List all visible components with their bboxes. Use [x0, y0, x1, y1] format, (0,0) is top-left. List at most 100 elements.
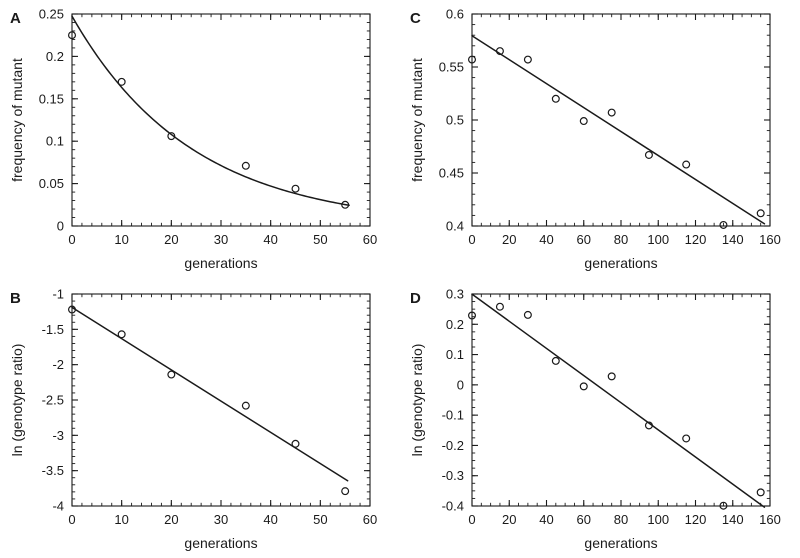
y-axis-minor-ticks [472, 13, 770, 227]
y-axis-ticks: 0.4 0.45 0.5 0.55 0.6 [439, 7, 770, 234]
x-tick-label: 40 [539, 232, 553, 247]
x-tick-label: 40 [539, 512, 553, 527]
y-tick-label: -0.2 [442, 438, 464, 453]
y-tick-label: 0.55 [439, 60, 464, 75]
data-point [291, 184, 300, 193]
axes-frame [71, 293, 371, 507]
x-tick-label: 0 [468, 232, 475, 247]
x-tick-label: 100 [647, 232, 669, 247]
x-tick-label: 60 [577, 512, 591, 527]
data-point [495, 302, 504, 311]
x-tick-label: 140 [722, 512, 744, 527]
y-tick-label: 0.45 [439, 166, 464, 181]
x-tick-label: 160 [759, 232, 781, 247]
y-tick-label: -4 [52, 499, 64, 514]
fit-line [71, 15, 350, 207]
y-axis-minor-ticks [72, 293, 370, 507]
x-axis-minor-ticks [71, 294, 371, 506]
y-axis-minor-ticks [72, 13, 370, 227]
y-tick-label: 0.6 [446, 7, 464, 22]
plot-area-d: 0 20 40 60 80 100 120 140 160 -0.4 -0.3 -0.2 -0.1 0 0.… [409, 287, 781, 552]
data-point [117, 330, 126, 339]
x-tick-label: 30 [214, 232, 228, 247]
x-axis-ticks: 0 20 40 60 80 100 120 140 160 [468, 294, 781, 527]
data-point [467, 311, 476, 320]
data-point [719, 220, 728, 229]
y-tick-label: 0 [57, 219, 64, 234]
x-tick-label: 50 [313, 512, 327, 527]
data-point-series [467, 302, 765, 510]
x-tick-label: 40 [263, 232, 277, 247]
data-point [682, 434, 691, 443]
y-tick-label: -3 [52, 428, 64, 443]
data-point [756, 209, 765, 218]
x-axis-title: generations [184, 255, 257, 271]
plot-area-b: 0 10 20 30 40 50 60 -4 -3.5 -3 -2.5 -2 -1.5 -1 generat… [9, 287, 377, 552]
data-point [291, 439, 300, 448]
y-axis-ticks: 0 0.05 0.1 0.15 0.2 0.25 [39, 7, 370, 234]
y-tick-label: -2.5 [42, 393, 64, 408]
y-tick-label: 0.4 [446, 219, 464, 234]
y-tick-label: -0.3 [442, 468, 464, 483]
panel-letter: D [410, 290, 421, 307]
x-tick-label: 60 [363, 512, 377, 527]
x-tick-label: 100 [647, 512, 669, 527]
y-tick-label: -0.1 [442, 408, 464, 423]
y-tick-label: -2 [52, 357, 64, 372]
panel-a: 0 10 20 30 40 50 60 0 0.05 0.1 0.15 0.2 0.25 generati… [0, 0, 400, 280]
plot-area-a: 0 10 20 30 40 50 60 0 0.05 0.1 0.15 0.2 0.25 generati… [9, 7, 377, 272]
data-point [117, 77, 126, 86]
x-tick-label: 10 [114, 232, 128, 247]
x-axis-title: generations [584, 535, 657, 551]
x-axis-minor-ticks [71, 14, 371, 226]
x-tick-label: 60 [577, 232, 591, 247]
panel-letter: B [10, 290, 21, 307]
x-tick-label: 20 [502, 232, 516, 247]
data-point-series [67, 305, 350, 496]
data-point [579, 117, 588, 126]
x-tick-label: 20 [502, 512, 516, 527]
data-point [523, 55, 532, 64]
data-point [341, 200, 350, 209]
fit-line [471, 293, 766, 508]
y-tick-label: 0.15 [39, 91, 64, 106]
x-axis-ticks: 0 20 40 60 80 100 120 140 160 [468, 14, 781, 247]
data-point [579, 382, 588, 391]
axes-frame [471, 13, 771, 227]
x-tick-label: 80 [614, 512, 628, 527]
data-point [551, 94, 560, 103]
x-tick-label: 0 [468, 512, 475, 527]
data-point [495, 47, 504, 56]
fit-line [471, 34, 766, 225]
x-axis-title: generations [184, 535, 257, 551]
x-tick-label: 20 [164, 232, 178, 247]
y-tick-label: 0.2 [46, 49, 64, 64]
x-tick-label: 20 [164, 512, 178, 527]
data-point [756, 488, 765, 497]
y-tick-label: 0.3 [446, 287, 464, 302]
y-axis-ticks: -4 -3.5 -3 -2.5 -2 -1.5 -1 [42, 287, 370, 514]
x-tick-label: 160 [759, 512, 781, 527]
data-point [523, 310, 532, 319]
x-tick-label: 120 [685, 512, 707, 527]
y-axis-title: ln (genotype ratio) [409, 344, 425, 457]
y-axis-ticks: -0.4 -0.3 -0.2 -0.1 0 0.1 0.2 0.3 [442, 287, 770, 514]
data-point-series [467, 47, 765, 229]
y-tick-label: -3.5 [42, 463, 64, 478]
x-tick-label: 30 [214, 512, 228, 527]
x-tick-label: 80 [614, 232, 628, 247]
data-point [551, 356, 560, 365]
panel-b: 0 10 20 30 40 50 60 -4 -3.5 -3 -2.5 -2 -1.5 -1 generat… [0, 280, 400, 558]
x-axis-ticks: 0 10 20 30 40 50 60 [68, 294, 377, 527]
axes-frame [71, 13, 371, 227]
data-point [719, 501, 728, 510]
x-axis-title: generations [584, 255, 657, 271]
plot-area-c: 0 20 40 60 80 100 120 140 160 0.4 0.45 0.5 0.55 0.6 ge… [409, 7, 781, 272]
x-tick-label: 0 [68, 232, 75, 247]
data-point [241, 401, 250, 410]
panel-d: 0 20 40 60 80 100 120 140 160 -0.4 -0.3 -0.2 -0.1 0 0.… [400, 280, 800, 558]
y-tick-label: 0.1 [46, 134, 64, 149]
y-tick-label: 0.05 [39, 176, 64, 191]
y-tick-label: -1 [52, 287, 64, 302]
